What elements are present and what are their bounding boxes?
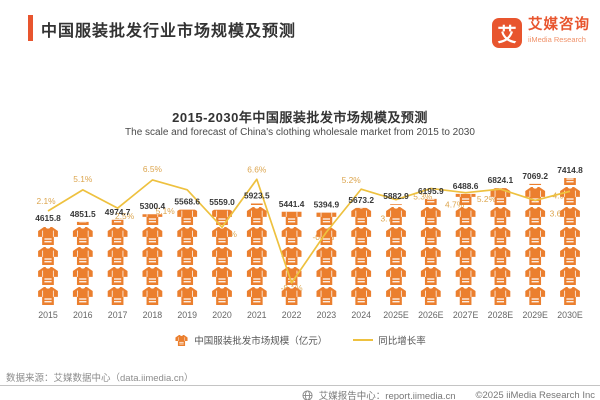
growth-line bbox=[47, 178, 571, 284]
bar bbox=[212, 209, 232, 305]
bar-value-label: 6488.6 bbox=[453, 181, 479, 191]
chart-legend: 中国服装批发市场规模（亿元） 同比增长率 bbox=[0, 333, 600, 347]
chart-subtitle: The scale and forecast of China's clothi… bbox=[125, 127, 475, 138]
growth-rate-label: 6.6% bbox=[247, 164, 267, 174]
x-axis-label: 2018 bbox=[143, 310, 163, 320]
logo-subname: iiMedia Research bbox=[528, 34, 586, 44]
chart-svg: 2.1%5.1%2.5%6.5%5.1%-0.2%6.6%-8.1%-0.9%5… bbox=[35, 164, 583, 320]
bar-value-label: 5300.4 bbox=[140, 201, 166, 211]
chart-area: 2.1%5.1%2.5%6.5%5.1%-0.2%6.6%-8.1%-0.9%5… bbox=[0, 155, 600, 335]
line-swatch-icon bbox=[353, 339, 374, 341]
header-accent-bar bbox=[28, 15, 33, 41]
bar-value-label: 5568.6 bbox=[174, 197, 200, 207]
bar-value-label: 4851.5 bbox=[70, 209, 96, 219]
growth-rate-label: 5.2% bbox=[342, 175, 362, 185]
bar bbox=[386, 204, 406, 305]
pictogram-bars bbox=[38, 178, 580, 305]
clothes-icon bbox=[174, 335, 189, 346]
bar-value-label: 6195.9 bbox=[418, 186, 444, 196]
growth-rate-label: 5.3% bbox=[413, 191, 433, 201]
x-axis-label: 2017 bbox=[108, 310, 128, 320]
footer-divider bbox=[0, 385, 600, 386]
bar bbox=[107, 219, 128, 305]
bar-value-label: 5923.5 bbox=[244, 191, 270, 201]
x-axis-label: 2025E bbox=[383, 310, 409, 320]
globe-icon bbox=[302, 389, 313, 400]
bar bbox=[351, 207, 372, 305]
bar-value-labels: 4615.8 4851.5 4974.7 5300.4 5568.6 5559.0 5923… bbox=[35, 165, 583, 223]
bar-value-label: 5559.0 bbox=[209, 197, 235, 207]
x-axis-label: 2021 bbox=[247, 310, 267, 320]
logo-name: 艾媒咨询 bbox=[528, 17, 590, 33]
iimedia-logo: 艾 艾媒咨询 iiMedia Research bbox=[492, 18, 590, 48]
x-axis-label: 2024 bbox=[351, 310, 371, 320]
x-axis-label: 2019 bbox=[177, 310, 197, 320]
x-axis-label: 2026E bbox=[418, 310, 444, 320]
bar bbox=[316, 212, 337, 305]
bar bbox=[142, 214, 163, 305]
bar-value-label: 5441.4 bbox=[279, 199, 305, 209]
bar bbox=[560, 178, 580, 305]
x-axis-label: 2029E bbox=[522, 310, 548, 320]
growth-rate-label: 4.7% bbox=[445, 200, 465, 210]
bar-value-label: 5882.9 bbox=[383, 191, 409, 201]
bar-value-label: 6824.1 bbox=[488, 175, 514, 185]
legend-bar-label: 中国服装批发市场规模（亿元） bbox=[194, 336, 328, 347]
bar-value-label: 4615.8 bbox=[35, 213, 61, 223]
growth-rate-label: 3.6% bbox=[550, 208, 570, 218]
x-axis-label: 2022 bbox=[282, 310, 302, 320]
logo-icon: 艾 bbox=[492, 18, 522, 48]
legend-line-label: 同比增长率 bbox=[378, 336, 426, 347]
bar-value-label: 4974.7 bbox=[105, 207, 131, 217]
page-title: 中国服装批发行业市场规模及预测 bbox=[41, 23, 297, 40]
x-axis-labels: 2015 2016 2017 2018 2019 2020 2021 2022 2023 2024… bbox=[38, 310, 583, 320]
x-axis-label: 2027E bbox=[453, 310, 479, 320]
bar bbox=[420, 198, 441, 305]
bar-value-label: 7069.2 bbox=[522, 171, 548, 181]
bar bbox=[72, 221, 93, 305]
growth-rate-label: 5.1% bbox=[73, 174, 93, 184]
footer-bar: 艾媒报告中心：report.iimedia.cn ©2025 iiMedia R… bbox=[302, 388, 595, 400]
bar bbox=[177, 209, 198, 305]
growth-rate-label: 5.1% bbox=[156, 206, 176, 216]
x-axis-label: 2015 bbox=[38, 310, 58, 320]
copyright-text: ©2025 iiMedia Research Inc bbox=[475, 389, 595, 400]
x-axis-label: 2028E bbox=[488, 310, 514, 320]
growth-rate-label: 2.5% bbox=[115, 211, 135, 221]
chart-title: 2015-2030年中国服装批发市场规模及预测 bbox=[172, 110, 428, 125]
bar-value-label: 5394.9 bbox=[314, 200, 340, 210]
x-axis-label: 2023 bbox=[317, 310, 337, 320]
x-axis-label: 2030E bbox=[557, 310, 583, 320]
report-center-text: 艾媒报告中心：report.iimedia.cn bbox=[318, 391, 456, 400]
x-axis-label: 2020 bbox=[212, 310, 232, 320]
growth-rate-label: 6.5% bbox=[143, 164, 163, 174]
x-axis-label: 2016 bbox=[73, 310, 93, 320]
legend-item-bar: 中国服装批发市场规模（亿元） bbox=[174, 333, 327, 347]
bar bbox=[38, 227, 58, 305]
growth-rate-label: 5.2% bbox=[477, 194, 497, 204]
bar bbox=[281, 211, 302, 305]
data-source-note: 数据来源：艾媒数据中心（data.iimedia.cn） bbox=[6, 373, 194, 384]
bar bbox=[246, 203, 267, 305]
legend-item-line: 同比增长率 bbox=[353, 333, 426, 347]
growth-rate-label: 2.1% bbox=[36, 196, 56, 206]
bar bbox=[490, 188, 511, 305]
bar bbox=[525, 183, 546, 305]
bar-value-label: 5673.2 bbox=[348, 195, 374, 205]
bar-value-label: 7414.8 bbox=[557, 165, 583, 175]
